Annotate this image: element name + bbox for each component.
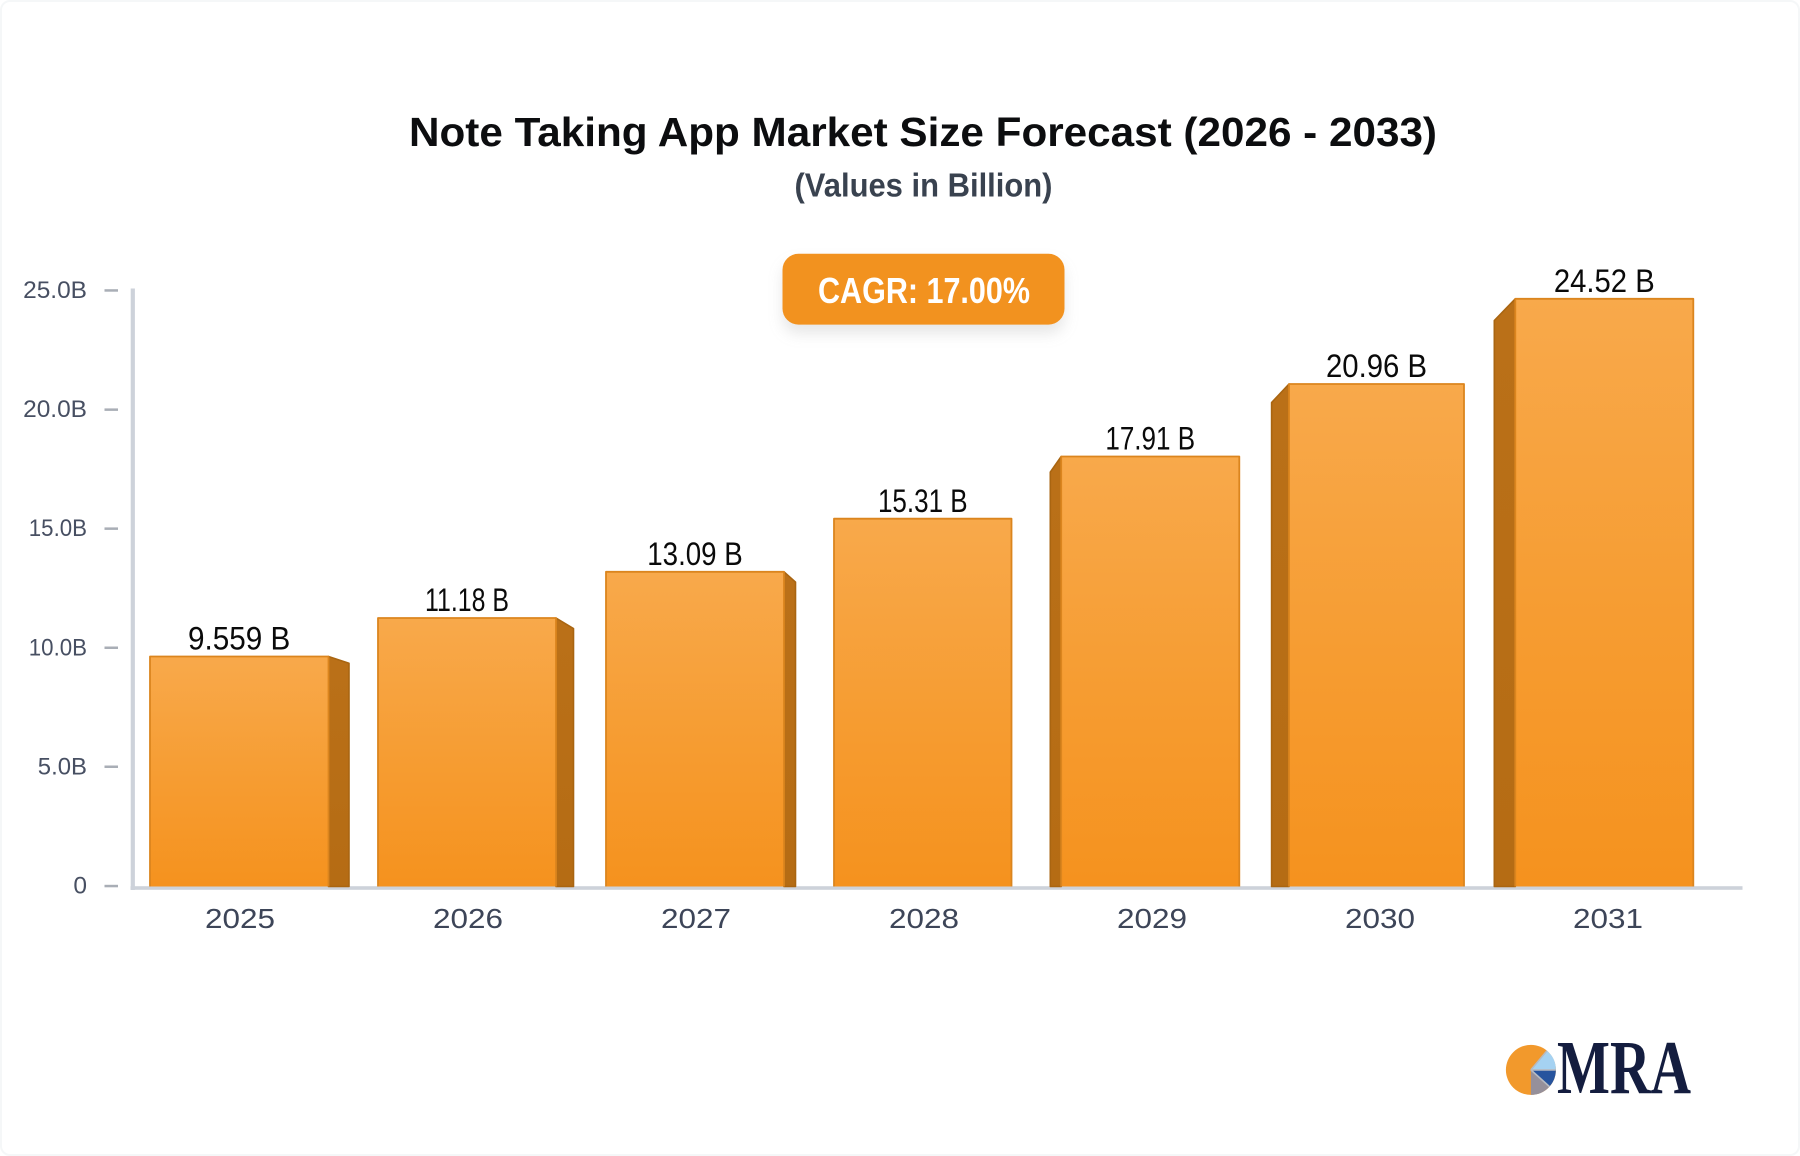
svg-text:2029: 2029 [1117,903,1187,934]
svg-text:Note Taking App Market Size Fo: Note Taking App Market Size Forecast (20… [409,109,1437,155]
svg-text:13.09 B: 13.09 B [647,536,743,572]
svg-text:11.18 B: 11.18 B [425,582,509,618]
svg-text:15.0B: 15.0B [29,515,87,542]
svg-text:20.96 B: 20.96 B [1326,348,1427,384]
svg-text:17.91 B: 17.91 B [1105,421,1195,457]
svg-text:15.31 B: 15.31 B [878,483,968,519]
svg-text:2031: 2031 [1573,903,1643,934]
svg-text:20.0B: 20.0B [23,396,87,423]
svg-text:(Values in Billion): (Values in Billion) [795,167,1053,204]
svg-text:2028: 2028 [889,903,959,934]
svg-text:24.52 B: 24.52 B [1554,263,1655,299]
svg-text:2027: 2027 [661,903,731,934]
svg-text:2025: 2025 [205,903,275,934]
svg-text:CAGR: 17.00%: CAGR: 17.00% [818,270,1030,311]
svg-text:10.0B: 10.0B [29,634,87,661]
svg-text:2030: 2030 [1345,903,1415,934]
svg-text:2026: 2026 [433,903,503,934]
svg-text:5.0B: 5.0B [38,753,87,780]
svg-text:MRA: MRA [1557,1026,1691,1110]
svg-text:0: 0 [73,873,87,900]
svg-text:9.559 B: 9.559 B [188,621,290,657]
svg-text:25.0B: 25.0B [23,277,87,304]
